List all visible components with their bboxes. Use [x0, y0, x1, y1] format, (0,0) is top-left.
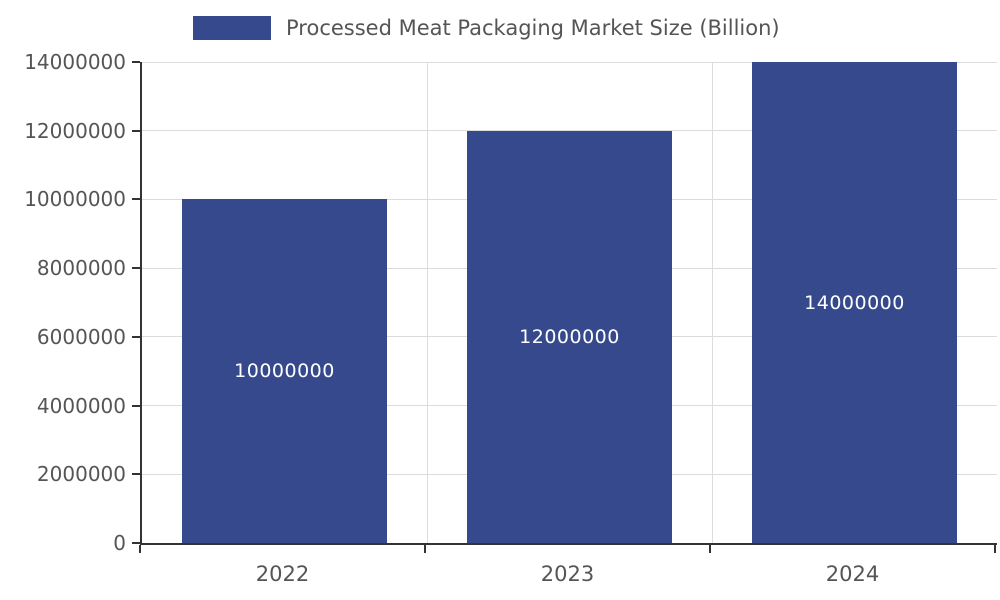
- bar-value-label: 14000000: [804, 291, 905, 314]
- y-tick-mark: [132, 129, 140, 132]
- x-tick-mark: [424, 545, 426, 553]
- y-tick-label: 4000000: [36, 393, 126, 418]
- y-tick-mark: [132, 198, 140, 201]
- gridline-vertical: [426, 62, 428, 543]
- x-tick-mark: [139, 545, 141, 553]
- y-tick-label: 2000000: [36, 462, 126, 487]
- x-tick-mark: [994, 545, 996, 553]
- y-tick-mark: [132, 267, 140, 270]
- bar-value-label: 10000000: [234, 360, 335, 383]
- y-tick-label: 8000000: [36, 256, 126, 281]
- y-tick-mark: [132, 542, 140, 544]
- plot-area: 10000000 12000000 14000000: [140, 61, 997, 545]
- x-tick-label: 2022: [255, 562, 310, 586]
- x-tick-label: 2024: [825, 562, 880, 586]
- legend-swatch: [193, 16, 271, 40]
- bar: 12000000: [467, 130, 672, 543]
- x-tick-label: 2023: [540, 562, 595, 586]
- y-tick-mark: [132, 335, 140, 338]
- x-tick-mark: [709, 545, 711, 553]
- legend-label: Processed Meat Packaging Market Size (Bi…: [286, 16, 780, 40]
- legend: Processed Meat Packaging Market Size (Bi…: [193, 16, 780, 40]
- gridline-horizontal: [142, 61, 997, 63]
- y-tick-mark: [132, 61, 140, 63]
- y-tick-label: 10000000: [24, 187, 126, 212]
- y-tick-mark: [132, 473, 140, 476]
- gridline-horizontal: [142, 130, 997, 132]
- y-tick-label: 0: [113, 531, 126, 555]
- bar: 10000000: [182, 199, 387, 543]
- y-tick-label: 12000000: [24, 118, 126, 143]
- y-tick-label: 14000000: [24, 50, 126, 74]
- gridline-vertical: [711, 62, 713, 543]
- y-tick-label: 6000000: [36, 324, 126, 349]
- bar-value-label: 12000000: [519, 325, 620, 348]
- y-tick-mark: [132, 404, 140, 407]
- bar: 14000000: [752, 62, 957, 543]
